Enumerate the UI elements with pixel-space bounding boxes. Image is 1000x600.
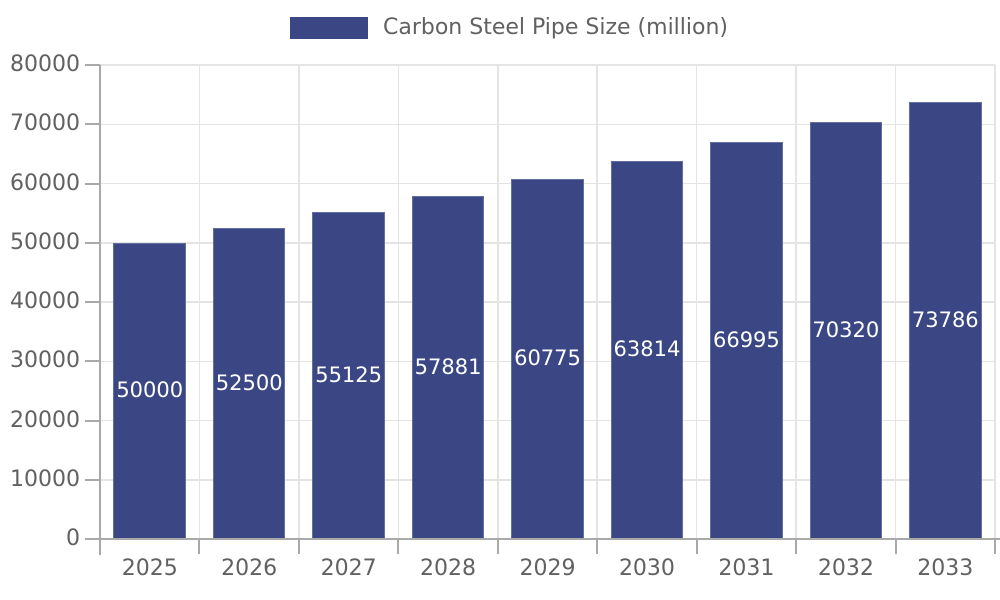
x-axis-tick	[894, 539, 897, 554]
x-axis-tick	[695, 539, 698, 554]
gridline-vertical	[596, 65, 598, 539]
x-axis-tick	[596, 539, 599, 554]
gridline-horizontal	[100, 123, 995, 125]
legend: Carbon Steel Pipe Size (million)	[289, 15, 729, 40]
y-axis-tick	[85, 301, 100, 303]
y-axis-tick	[85, 241, 100, 244]
x-tick-label: 2033	[917, 556, 974, 581]
x-tick-label: 2032	[817, 556, 874, 581]
x-tick-label: 2031	[718, 556, 775, 581]
x-axis-tick	[795, 539, 798, 554]
bar-value-label: 70320	[812, 318, 880, 343]
y-axis-tick	[85, 538, 100, 540]
x-axis-tick	[994, 539, 996, 554]
gridline-horizontal	[100, 64, 995, 66]
y-tick-label: 70000	[10, 111, 80, 137]
bar-value-label: 73786	[911, 307, 979, 332]
x-axis-tick	[198, 539, 201, 554]
plot-area: 50000 52500 55125 57881 60775 63814 66995 70320…	[100, 64, 996, 539]
y-tick-label: 40000	[10, 289, 80, 314]
bar-value-label: 52500	[215, 370, 283, 395]
x-tick-label: 2027	[320, 556, 377, 581]
legend-swatch	[289, 16, 368, 39]
bar: 50000	[113, 242, 187, 539]
legend-label: Carbon Steel Pipe Size (million)	[382, 15, 729, 40]
x-tick-label: 2029	[519, 556, 576, 581]
y-tick-label: 10000	[10, 466, 80, 492]
bar: 55125	[312, 212, 385, 539]
gridline-vertical	[795, 65, 797, 539]
y-axis-tick	[85, 182, 100, 185]
x-axis-line	[85, 538, 1000, 540]
y-axis-tick	[85, 360, 100, 363]
y-tick-label: 60000	[10, 170, 80, 196]
gridline-vertical	[894, 65, 897, 539]
x-tick-label: 2028	[420, 556, 477, 581]
x-tick-label: 2030	[618, 556, 675, 581]
bar-value-label: 60775	[514, 346, 581, 371]
y-axis-tick	[85, 123, 100, 126]
y-tick-label: 30000	[10, 348, 80, 374]
bar: 66995	[710, 142, 783, 539]
bar-value-label: 50000	[116, 378, 184, 403]
y-axis-tick	[85, 478, 100, 481]
y-tick-label: 50000	[10, 229, 80, 255]
x-axis-tick	[99, 539, 101, 554]
bar-value-label: 63814	[613, 337, 681, 362]
bar: 57881	[411, 196, 485, 539]
y-axis-tick	[85, 64, 100, 66]
bar-value-label: 66995	[712, 328, 780, 353]
bar-value-label: 57881	[414, 355, 482, 380]
bar: 60775	[511, 178, 584, 539]
gridline-vertical	[298, 65, 300, 539]
y-tick-label: 80000	[10, 52, 80, 77]
bar: 63814	[610, 160, 684, 539]
gridline-vertical	[497, 65, 499, 539]
y-tick-label: 0	[66, 526, 80, 551]
bar: 73786	[908, 101, 982, 539]
x-axis-tick	[397, 539, 400, 554]
bar: 70320	[809, 122, 883, 539]
bar-value-label: 55125	[315, 363, 383, 388]
gridline-vertical	[397, 65, 400, 539]
x-axis-tick	[297, 539, 300, 554]
gridline-vertical	[994, 65, 996, 539]
x-tick-label: 2025	[121, 556, 178, 581]
bar: 52500	[212, 227, 286, 539]
x-axis-tick	[496, 539, 499, 554]
gridline-vertical	[695, 65, 698, 539]
y-axis-tick	[85, 419, 100, 422]
x-tick-label: 2026	[221, 556, 278, 581]
y-tick-label: 20000	[10, 407, 80, 433]
gridline-vertical	[198, 65, 201, 539]
y-axis-line	[99, 65, 101, 555]
